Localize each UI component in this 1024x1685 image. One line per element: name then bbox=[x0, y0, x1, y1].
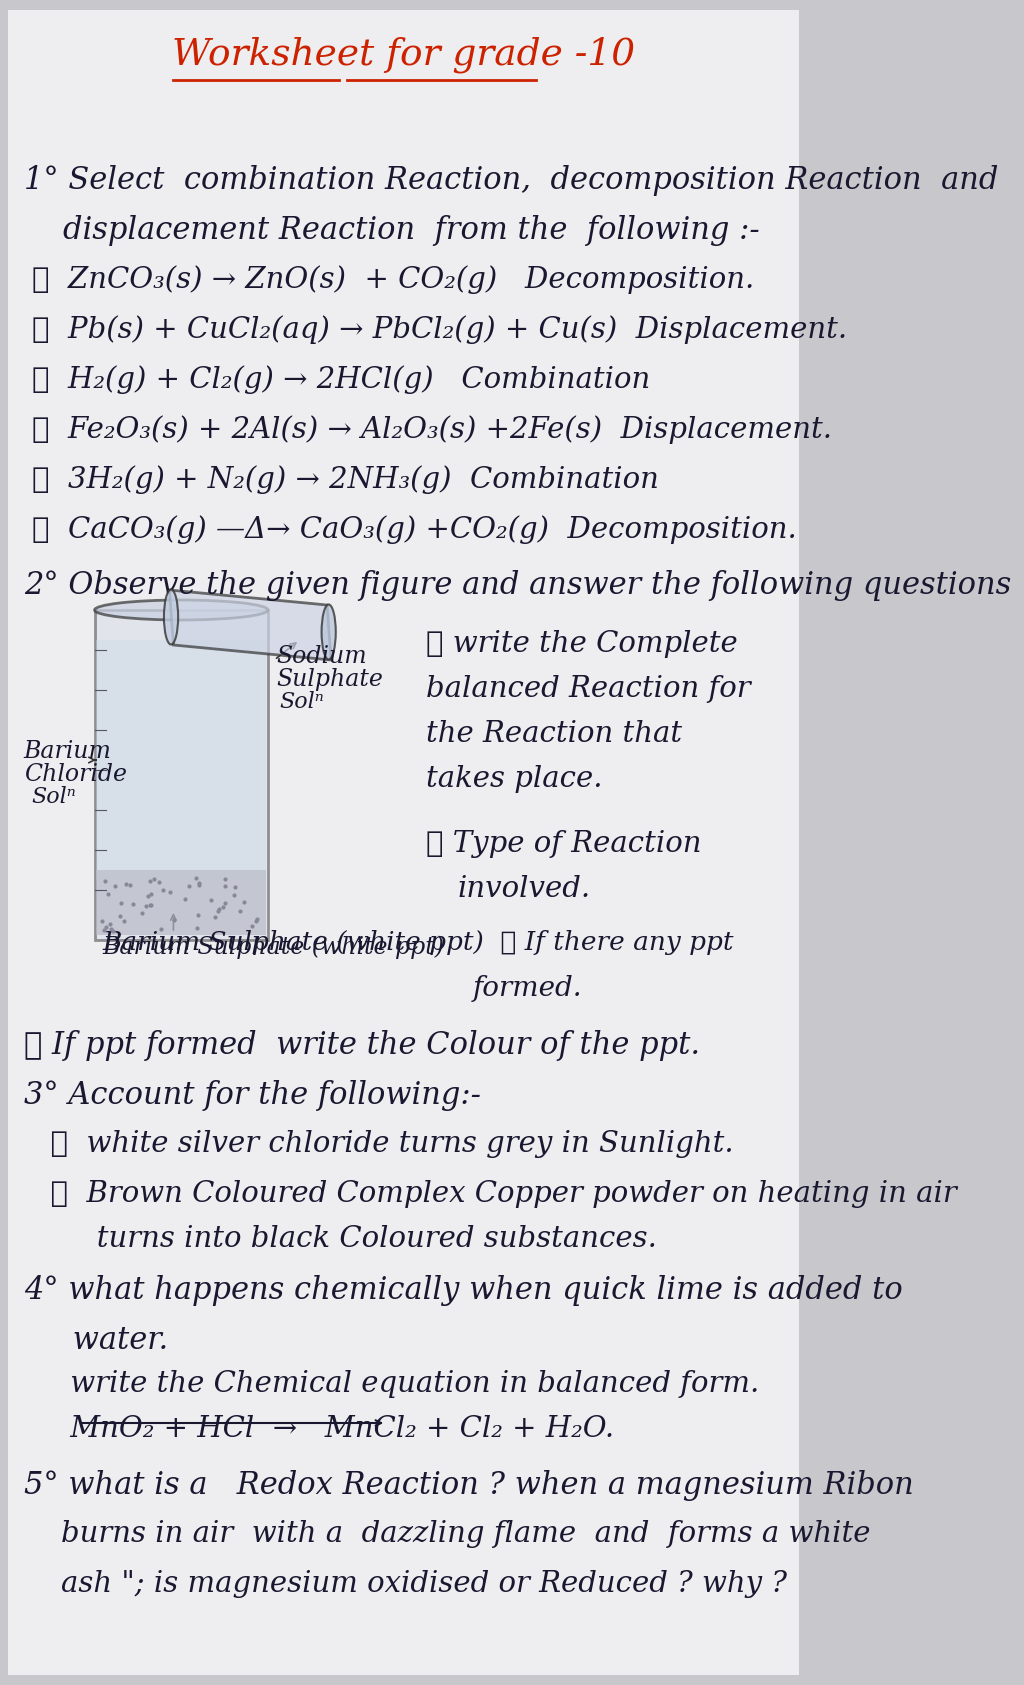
Bar bbox=[96, 640, 266, 880]
Text: 1° Select  combination Reaction,  decomposition Reaction  and: 1° Select combination Reaction, decompos… bbox=[24, 165, 998, 195]
Text: Worksheet for grade -10: Worksheet for grade -10 bbox=[172, 37, 635, 72]
Text: Chloride: Chloride bbox=[24, 763, 127, 785]
Ellipse shape bbox=[322, 605, 336, 659]
Text: Sodium: Sodium bbox=[275, 645, 367, 667]
Text: ⓑ  Brown Coloured Complex Copper powder on heating in air: ⓑ Brown Coloured Complex Copper powder o… bbox=[32, 1180, 956, 1208]
Text: Sulphate: Sulphate bbox=[275, 667, 383, 691]
Text: ⓕ  CaCO₃(g) —Δ→ CaO₃(g) +CO₂(g)  Decomposition.: ⓕ CaCO₃(g) —Δ→ CaO₃(g) +CO₂(g) Decomposi… bbox=[32, 516, 797, 544]
Ellipse shape bbox=[94, 600, 268, 620]
Text: ⓔ  3H₂(g) + N₂(g) → 2NH₃(g)  Combination: ⓔ 3H₂(g) + N₂(g) → 2NH₃(g) Combination bbox=[32, 465, 658, 494]
Text: water.: water. bbox=[24, 1324, 168, 1356]
Text: write the Chemical equation in balanced form.: write the Chemical equation in balanced … bbox=[24, 1370, 759, 1399]
FancyBboxPatch shape bbox=[8, 10, 799, 1675]
Text: 3° Account for the following:-: 3° Account for the following:- bbox=[24, 1080, 480, 1110]
Text: Solⁿ: Solⁿ bbox=[280, 691, 325, 713]
Text: ⓒ  H₂(g) + Cl₂(g) → 2HCl(g)   Combination: ⓒ H₂(g) + Cl₂(g) → 2HCl(g) Combination bbox=[32, 366, 650, 394]
Text: involved.: involved. bbox=[457, 875, 590, 903]
Text: ⓑ Type of Reaction: ⓑ Type of Reaction bbox=[426, 831, 701, 858]
Text: ⓐ write the Complete: ⓐ write the Complete bbox=[426, 630, 737, 659]
Text: ash "; is magnesium oxidised or Reduced ? why ?: ash "; is magnesium oxidised or Reduced … bbox=[24, 1570, 786, 1597]
Text: ⓐ If ppt formed  write the Colour of the ppt.: ⓐ If ppt formed write the Colour of the … bbox=[24, 1030, 699, 1062]
Text: ⓑ  Pb(s) + CuCl₂(aq) → PbCl₂(g) + Cu(s)  Displacement.: ⓑ Pb(s) + CuCl₂(aq) → PbCl₂(g) + Cu(s) D… bbox=[32, 315, 847, 344]
Text: MnO₂ + HCl  →   MnCl₂ + Cl₂ + H₂O.: MnO₂ + HCl → MnCl₂ + Cl₂ + H₂O. bbox=[24, 1415, 613, 1442]
Polygon shape bbox=[169, 590, 331, 661]
Text: 2° Observe the given figure and answer the following questions: 2° Observe the given figure and answer t… bbox=[24, 570, 1011, 602]
Text: balanced Reaction for: balanced Reaction for bbox=[426, 676, 751, 703]
Text: the Reaction that: the Reaction that bbox=[426, 719, 682, 748]
Text: ⓐ  ZnCO₃(s) → ZnO(s)  + CO₂(g)   Decomposition.: ⓐ ZnCO₃(s) → ZnO(s) + CO₂(g) Decompositi… bbox=[32, 265, 754, 293]
Text: ⓐ  white silver chloride turns grey in Sunlight.: ⓐ white silver chloride turns grey in Su… bbox=[32, 1131, 733, 1158]
Ellipse shape bbox=[164, 590, 178, 644]
Text: 4° what happens chemically when quick lime is added to: 4° what happens chemically when quick li… bbox=[24, 1276, 902, 1306]
Text: Barium Sulphate (white ppt): Barium Sulphate (white ppt) bbox=[102, 935, 444, 959]
Text: burns in air  with a  dazzling flame  and  forms a white: burns in air with a dazzling flame and f… bbox=[24, 1520, 870, 1549]
Text: takes place.: takes place. bbox=[426, 765, 602, 794]
Bar bbox=[96, 869, 266, 935]
Text: ⓓ  Fe₂O₃(s) + 2Al(s) → Al₂O₃(s) +2Fe(s)  Displacement.: ⓓ Fe₂O₃(s) + 2Al(s) → Al₂O₃(s) +2Fe(s) D… bbox=[32, 415, 831, 443]
Text: formed.: formed. bbox=[473, 976, 583, 1003]
Bar bbox=[94, 610, 268, 940]
Text: 5° what is a   Redox Reaction ? when a magnesium Ribon: 5° what is a Redox Reaction ? when a mag… bbox=[24, 1469, 913, 1501]
Text: Solⁿ: Solⁿ bbox=[32, 785, 76, 809]
Text: turns into black Coloured substances.: turns into black Coloured substances. bbox=[32, 1225, 656, 1254]
Text: Barium Sulphate (white ppt)  ⓒ If there any ppt: Barium Sulphate (white ppt) ⓒ If there a… bbox=[102, 930, 734, 955]
Text: Barium: Barium bbox=[24, 740, 112, 763]
Text: displacement Reaction  from the  following :-: displacement Reaction from the following… bbox=[24, 216, 759, 246]
